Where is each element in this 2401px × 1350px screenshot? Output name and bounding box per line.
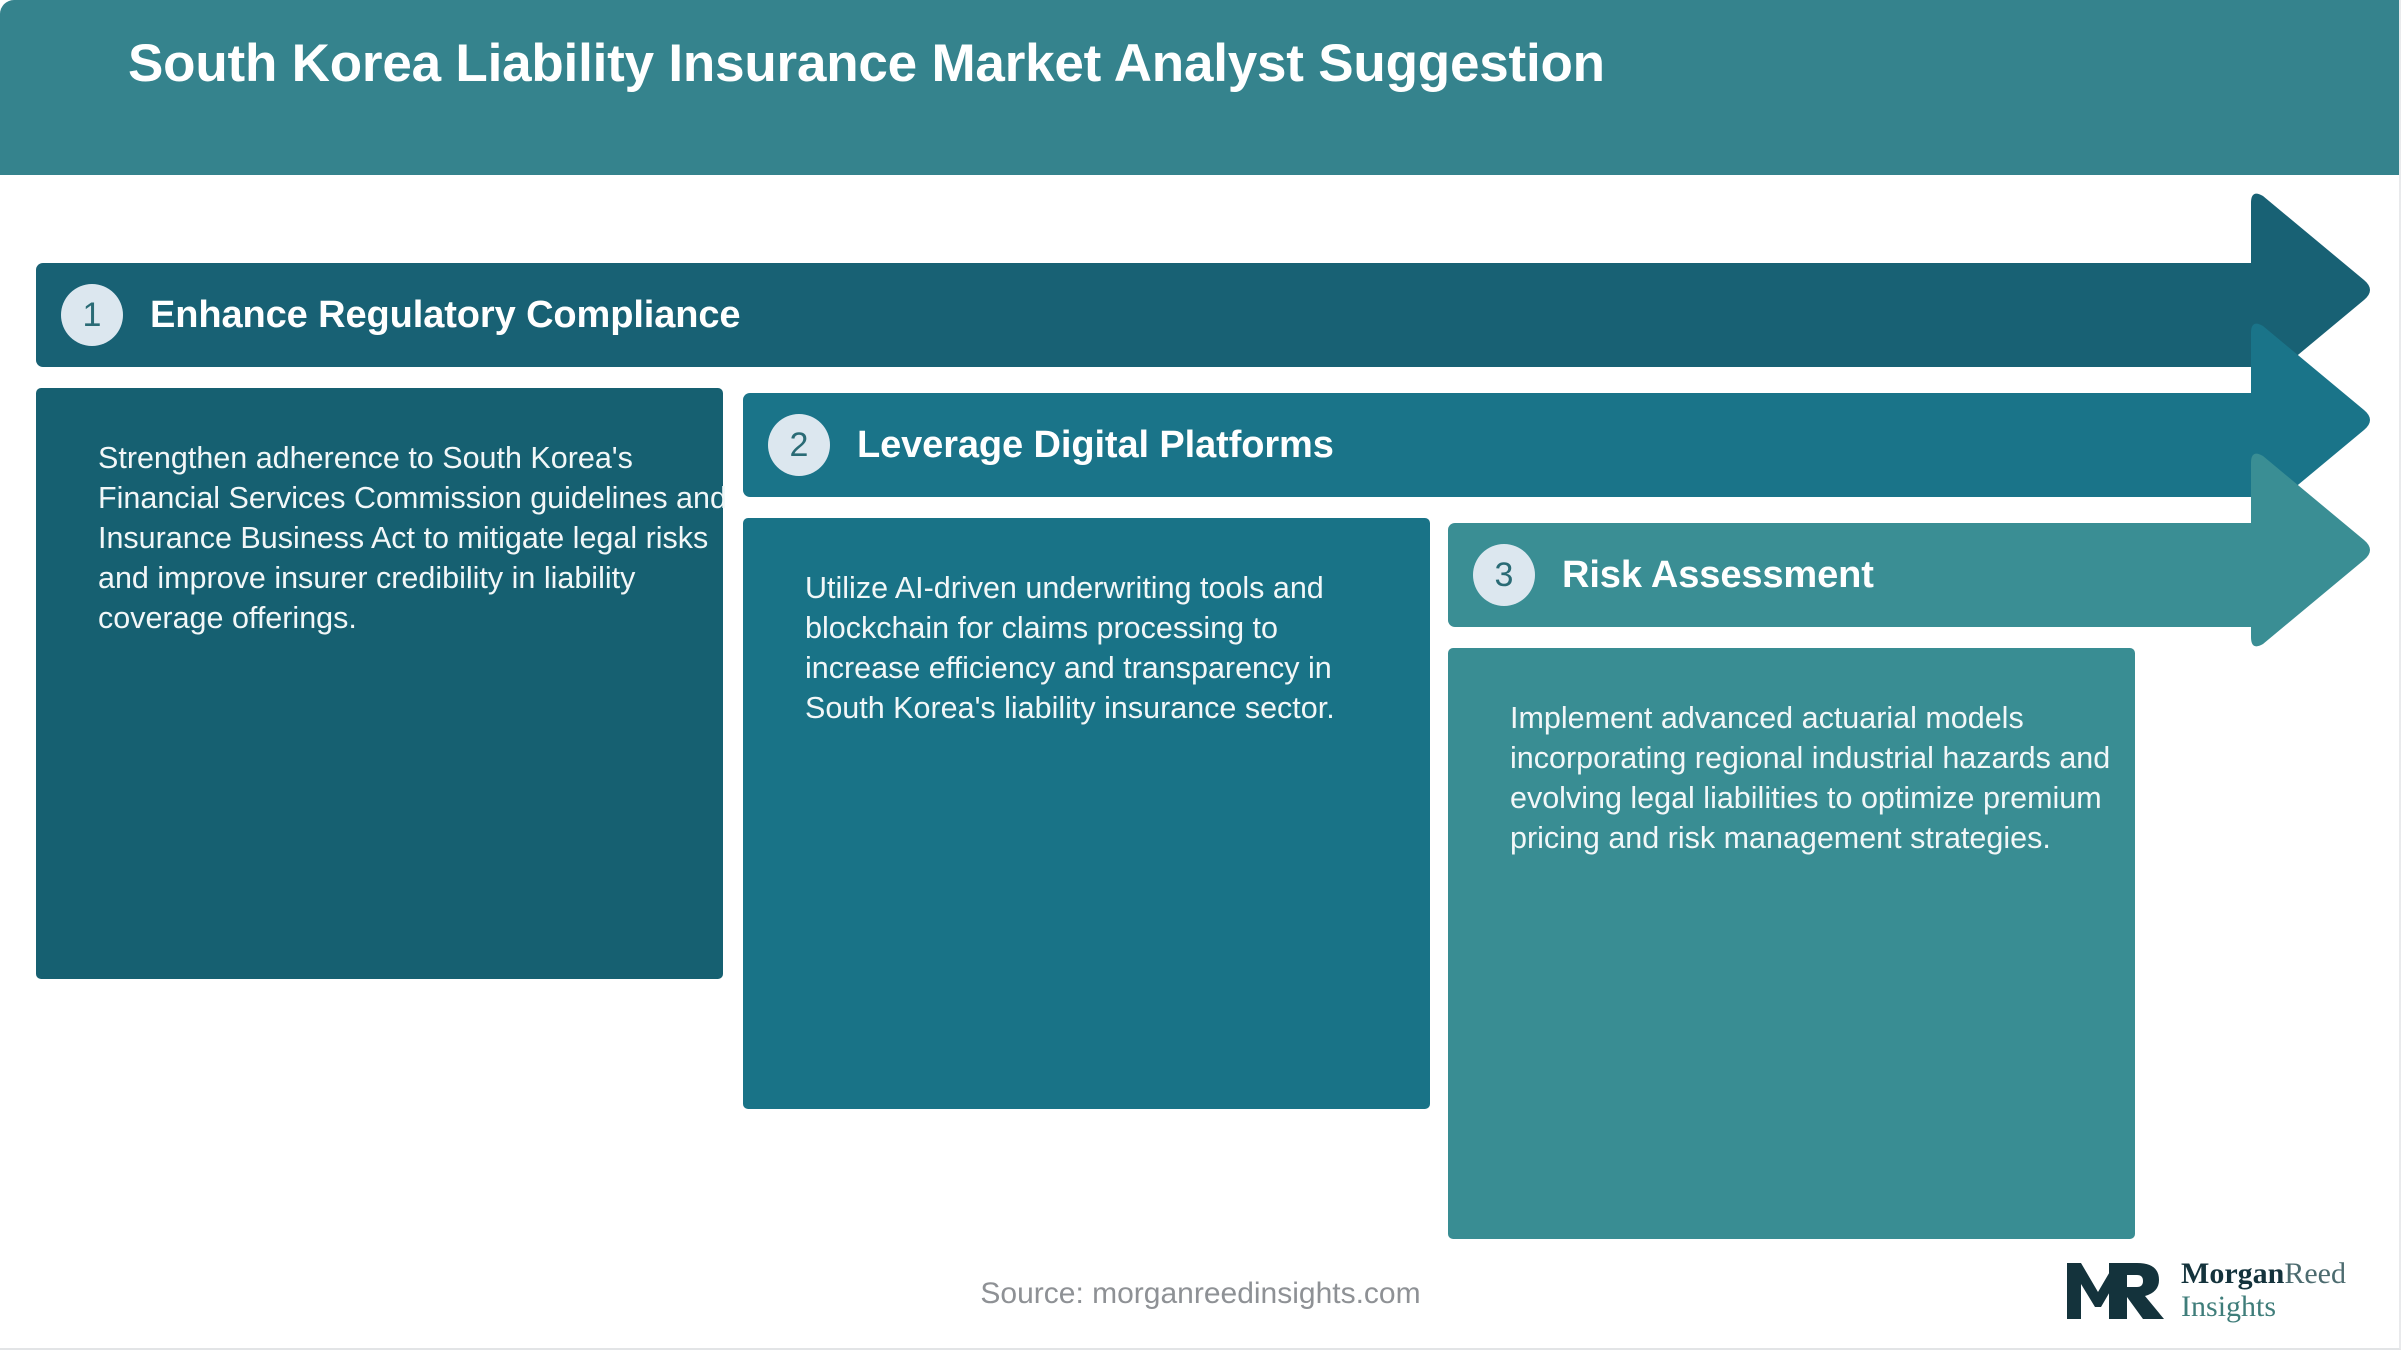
brand-logo: MorganReed Insights [2065, 1255, 2346, 1325]
step-1-body-card: Strengthen adherence to South Korea's Fi… [36, 388, 727, 979]
step-2-header[interactable]: 2 Leverage Digital Platforms [743, 393, 2246, 497]
step-1-badge: 1 [61, 284, 123, 346]
logo-wordmark: MorganReed Insights [2181, 1256, 2346, 1323]
title-banner: South Korea Liability Insurance Market A… [0, 0, 2399, 175]
step-1-description: Strengthen adherence to South Korea's Fi… [98, 441, 727, 635]
step-3-badge: 3 [1473, 544, 1535, 606]
mr-monogram-icon [2067, 1263, 2165, 1319]
step-3-header[interactable]: 3 Risk Assessment [1448, 523, 2246, 627]
step-2-body-card: Utilize AI-driven underwriting tools and… [743, 518, 1430, 1109]
step-1-title: Enhance Regulatory Compliance [150, 293, 741, 336]
logo-word-morgan: Morgan [2181, 1256, 2285, 1290]
source-attribution: Source: morganreedinsights.com [980, 1277, 1421, 1310]
step-3-title: Risk Assessment [1562, 553, 1874, 596]
step-2-description: Utilize AI-driven underwriting tools and… [805, 571, 1335, 725]
logo-line-1: MorganReed [2181, 1256, 2346, 1290]
step-2-title: Leverage Digital Platforms [857, 423, 1334, 466]
step-1-header[interactable]: 1 Enhance Regulatory Compliance [36, 263, 2246, 367]
page-title: South Korea Liability Insurance Market A… [128, 34, 1605, 93]
logo-word-reed: Reed [2284, 1256, 2346, 1290]
step-3-body-card: Implement advanced actuarial models inco… [1448, 648, 2135, 1239]
step-3-description: Implement advanced actuarial models inco… [1510, 701, 2111, 855]
step-2-badge: 2 [768, 414, 830, 476]
logo-word-insights: Insights [2181, 1289, 2277, 1323]
